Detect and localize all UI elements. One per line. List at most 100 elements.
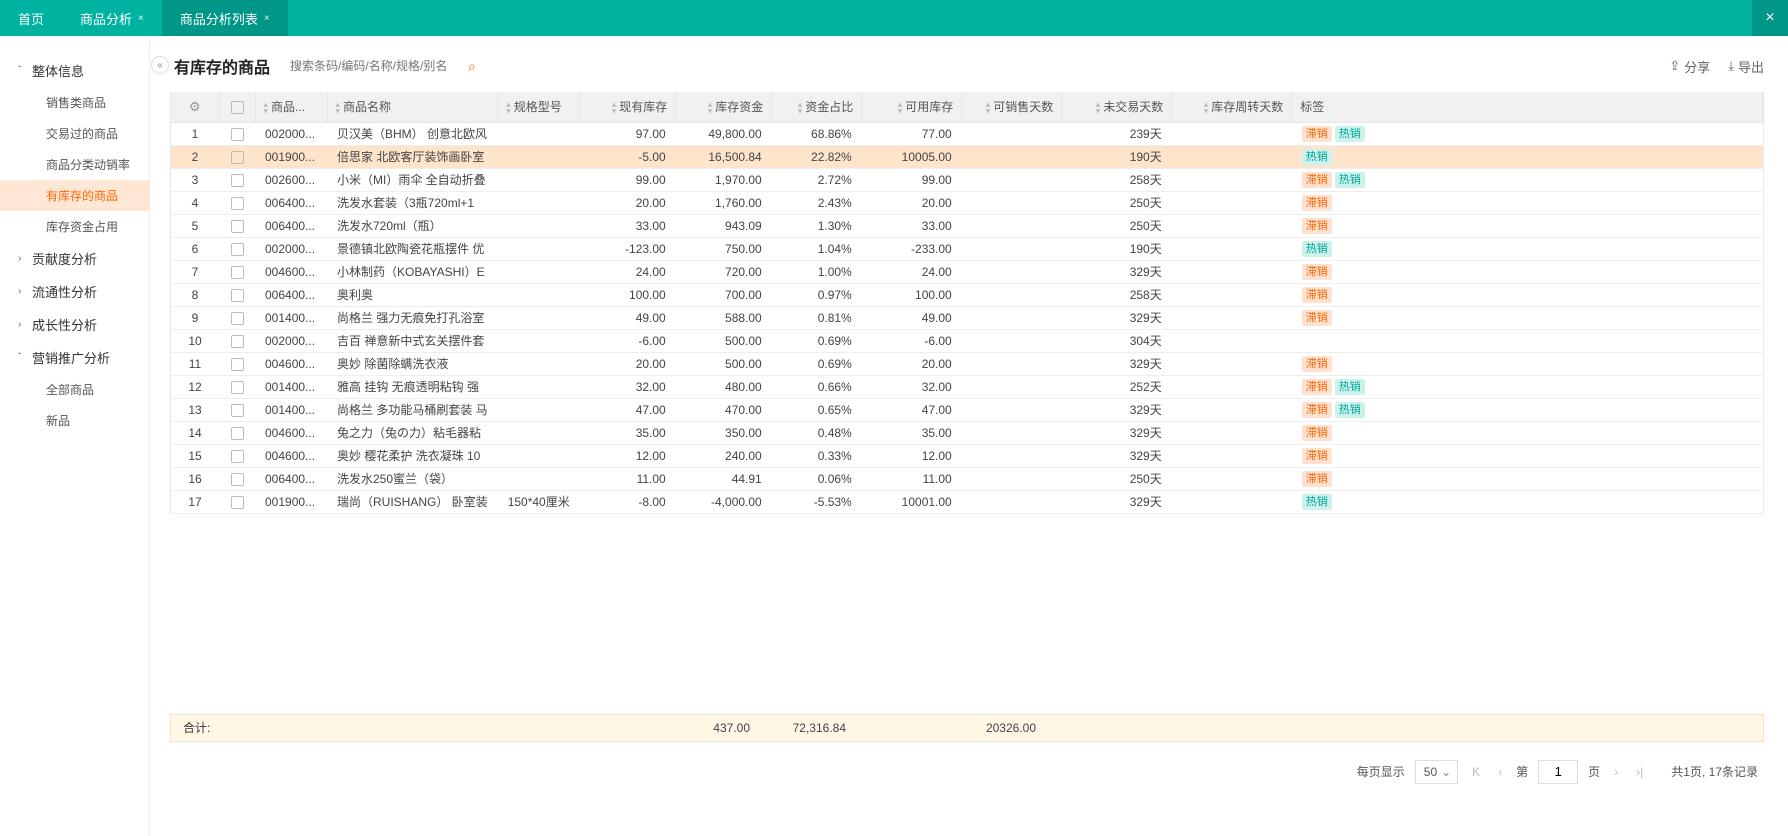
first-page-button[interactable]: K bbox=[1468, 765, 1484, 779]
chevron-down-icon bbox=[18, 352, 28, 363]
last-page-button[interactable]: ›| bbox=[1632, 765, 1647, 779]
page-prefix: 第 bbox=[1516, 763, 1528, 780]
share-button[interactable]: ⇪ 分享 bbox=[1669, 57, 1710, 76]
prev-page-button[interactable]: ‹ bbox=[1494, 765, 1506, 779]
row-checkbox[interactable] bbox=[231, 473, 244, 486]
table-row[interactable]: 1002000...贝汉美（BHM） 创意北欧风97.0049,800.0068… bbox=[171, 122, 1763, 145]
table-row[interactable]: 15004600...奥妙 樱花柔护 洗衣凝珠 1012.00240.000.3… bbox=[171, 444, 1763, 467]
search-input[interactable] bbox=[288, 55, 458, 78]
cell-avail: 10005.00 bbox=[862, 145, 962, 168]
cell-sale bbox=[962, 145, 1062, 168]
collapse-sidebar-button[interactable]: « bbox=[151, 56, 169, 74]
sidebar-group-营销推广分析[interactable]: 营销推广分析 bbox=[0, 341, 149, 374]
table-row[interactable]: 10002000...吉百 禅意新中式玄关摆件套-6.00500.000.69%… bbox=[171, 329, 1763, 352]
table-row[interactable]: 16006400...洗发水250蜜兰（袋）11.0044.910.06%11.… bbox=[171, 467, 1763, 490]
sidebar-group-成长性分析[interactable]: 成长性分析 bbox=[0, 308, 149, 341]
table-row[interactable]: 17001900...瑞尚（RUISHANG） 卧室装150*40厘米-8.00… bbox=[171, 490, 1763, 513]
table-row[interactable]: 13001400...尚格兰 多功能马桶刷套装 马47.00470.000.65… bbox=[171, 398, 1763, 421]
row-checkbox[interactable] bbox=[231, 128, 244, 141]
cell-checkbox bbox=[219, 421, 255, 444]
tab-首页[interactable]: 首页 bbox=[0, 0, 62, 36]
table-row[interactable]: 3002600...小米（MI）雨伞 全自动折叠99.001,970.002.7… bbox=[171, 168, 1763, 191]
checkbox-all[interactable] bbox=[231, 101, 244, 114]
table-row[interactable]: 8006400...奥利奥100.00700.000.97%100.00258天… bbox=[171, 283, 1763, 306]
row-checkbox[interactable] bbox=[231, 289, 244, 302]
table-row[interactable]: 4006400...洗发水套装（3瓶720ml+120.001,760.002.… bbox=[171, 191, 1763, 214]
search-icon[interactable]: ⌕ bbox=[468, 58, 476, 75]
export-button[interactable]: ⤓ 导出 bbox=[1728, 57, 1764, 76]
col-avail-label: 可用库存 bbox=[905, 100, 953, 114]
cell-notrade: 258天 bbox=[1062, 168, 1172, 191]
cell-stock: -8.00 bbox=[580, 490, 676, 513]
sidebar-item-有库存的商品[interactable]: 有库存的商品 bbox=[0, 180, 149, 211]
close-panel-button[interactable]: × bbox=[1752, 0, 1788, 36]
row-checkbox[interactable] bbox=[231, 450, 244, 463]
row-checkbox[interactable] bbox=[231, 266, 244, 279]
row-checkbox[interactable] bbox=[231, 220, 244, 233]
col-stock-header[interactable]: ▴▾现有库存 bbox=[580, 92, 676, 122]
col-notrade-header[interactable]: ▴▾未交易天数 bbox=[1062, 92, 1172, 122]
tag-热销: 热销 bbox=[1335, 402, 1365, 418]
tag-热销: 热销 bbox=[1335, 172, 1365, 188]
cell-name: 尚格兰 多功能马桶刷套装 马 bbox=[327, 398, 498, 421]
col-name-header[interactable]: ▴▾商品名称 bbox=[327, 92, 498, 122]
tag-热销: 热销 bbox=[1302, 494, 1332, 510]
col-code-header[interactable]: ▴▾商品... bbox=[255, 92, 327, 122]
sidebar-item-销售类商品[interactable]: 销售类商品 bbox=[0, 87, 149, 118]
row-checkbox[interactable] bbox=[231, 404, 244, 417]
row-checkbox[interactable] bbox=[231, 358, 244, 371]
sidebar-item-商品分类动销率[interactable]: 商品分类动销率 bbox=[0, 149, 149, 180]
close-icon[interactable]: × bbox=[138, 13, 144, 24]
row-checkbox[interactable] bbox=[231, 174, 244, 187]
table-row[interactable]: 2001900...倍思家 北欧客厅装饰画卧室-5.0016,500.8422.… bbox=[171, 145, 1763, 168]
cell-name: 瑞尚（RUISHANG） 卧室装 bbox=[327, 490, 498, 513]
sidebar-group-整体信息[interactable]: 整体信息 bbox=[0, 54, 149, 87]
tab-商品分析[interactable]: 商品分析× bbox=[62, 0, 162, 36]
col-turn-header[interactable]: ▴▾库存周转天数 bbox=[1172, 92, 1292, 122]
col-tag-header[interactable]: 标签 bbox=[1292, 92, 1763, 122]
col-pct-header[interactable]: ▴▾资金占比 bbox=[772, 92, 862, 122]
row-checkbox[interactable] bbox=[231, 151, 244, 164]
row-checkbox[interactable] bbox=[231, 427, 244, 440]
next-page-button[interactable]: › bbox=[1610, 765, 1622, 779]
sidebar-group-流通性分析[interactable]: 流通性分析 bbox=[0, 275, 149, 308]
col-settings-header[interactable]: ⚙ bbox=[171, 92, 219, 122]
close-icon[interactable]: × bbox=[264, 13, 270, 24]
cell-avail: -233.00 bbox=[862, 237, 962, 260]
row-checkbox[interactable] bbox=[231, 243, 244, 256]
table-row[interactable]: 11004600...奥妙 除菌除螨洗衣液20.00500.000.69%20.… bbox=[171, 352, 1763, 375]
page-input[interactable] bbox=[1538, 760, 1578, 784]
table-row[interactable]: 6002000...景德镇北欧陶瓷花瓶摆件 优-123.00750.001.04… bbox=[171, 237, 1763, 260]
col-sale-header[interactable]: ▴▾可销售天数 bbox=[962, 92, 1062, 122]
cell-turn bbox=[1172, 122, 1292, 145]
sidebar-item-库存资金占用[interactable]: 库存资金占用 bbox=[0, 211, 149, 242]
sidebar-item-交易过的商品[interactable]: 交易过的商品 bbox=[0, 118, 149, 149]
row-checkbox[interactable] bbox=[231, 335, 244, 348]
sidebar-group-label: 营销推广分析 bbox=[32, 348, 110, 367]
page-size-select[interactable]: 50 bbox=[1415, 760, 1458, 784]
cell-sale bbox=[962, 398, 1062, 421]
row-checkbox[interactable] bbox=[231, 381, 244, 394]
table-row[interactable]: 14004600...兔之力（兔の力）粘毛器粘35.00350.000.48%3… bbox=[171, 421, 1763, 444]
sidebar-group-label: 贡献度分析 bbox=[32, 249, 97, 268]
table-row[interactable]: 5006400...洗发水720ml（瓶）33.00943.091.30%33.… bbox=[171, 214, 1763, 237]
sidebar-item-全部商品[interactable]: 全部商品 bbox=[0, 374, 149, 405]
cell-index: 7 bbox=[171, 260, 219, 283]
cell-checkbox bbox=[219, 329, 255, 352]
row-checkbox[interactable] bbox=[231, 312, 244, 325]
sidebar-item-新品[interactable]: 新品 bbox=[0, 405, 149, 436]
table-row[interactable]: 9001400...尚格兰 强力无痕免打孔浴室49.00588.000.81%4… bbox=[171, 306, 1763, 329]
row-checkbox[interactable] bbox=[231, 197, 244, 210]
row-checkbox[interactable] bbox=[231, 496, 244, 509]
col-fund-header[interactable]: ▴▾库存资金 bbox=[676, 92, 772, 122]
table-row[interactable]: 12001400...雅高 挂钩 无痕透明粘钩 强32.00480.000.66… bbox=[171, 375, 1763, 398]
col-checkbox-header[interactable] bbox=[219, 92, 255, 122]
col-avail-header[interactable]: ▴▾可用库存 bbox=[862, 92, 962, 122]
tab-商品分析列表[interactable]: 商品分析列表× bbox=[162, 0, 288, 36]
sidebar-group-贡献度分析[interactable]: 贡献度分析 bbox=[0, 242, 149, 275]
export-label: 导出 bbox=[1738, 57, 1764, 76]
table-row[interactable]: 7004600...小林制药（KOBAYASHI）E24.00720.001.0… bbox=[171, 260, 1763, 283]
cell-checkbox bbox=[219, 260, 255, 283]
totals-label: 合计: bbox=[183, 719, 239, 736]
col-spec-header[interactable]: ▴▾规格型号 bbox=[498, 92, 580, 122]
